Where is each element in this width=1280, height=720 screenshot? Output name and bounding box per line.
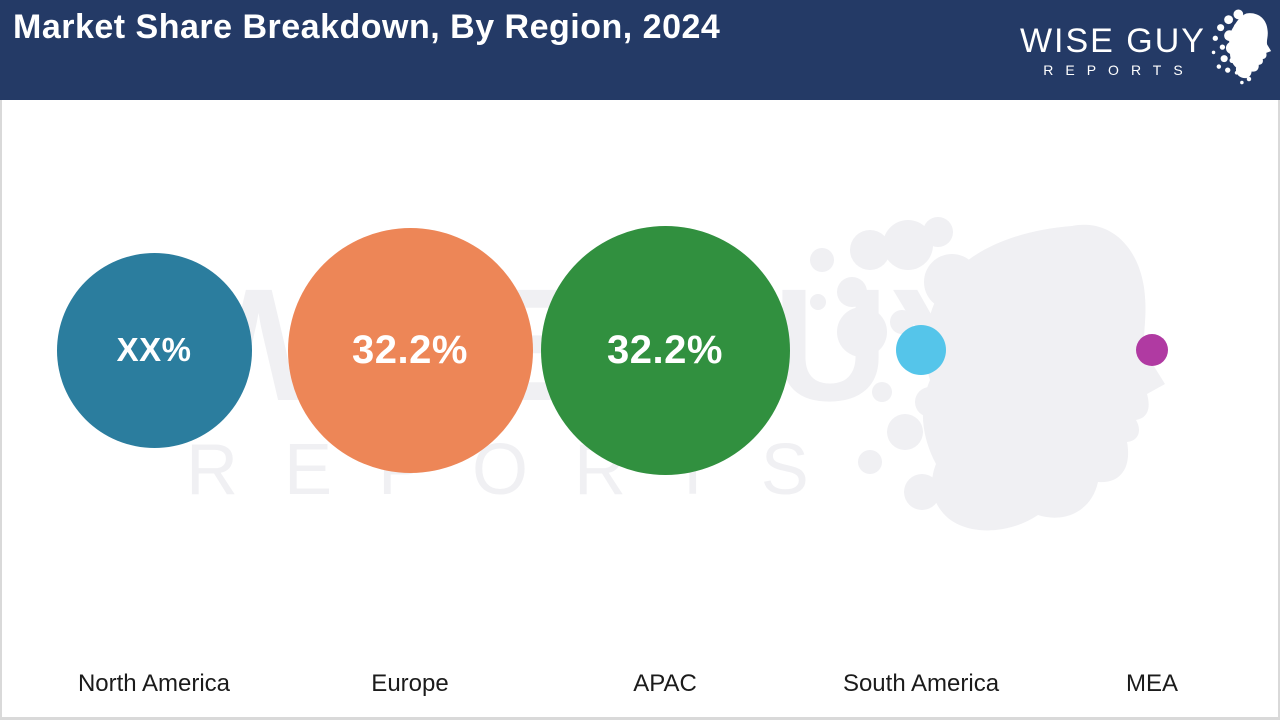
- wiseguy-logo-text: WISE GUY REPORTS: [1020, 24, 1206, 77]
- region-label-mea: MEA: [1125, 670, 1179, 697]
- bubble-mea: [1136, 334, 1168, 366]
- wiseguy-logo: WISE GUY REPORTS: [1020, 4, 1272, 96]
- bubble-south-america: [896, 325, 946, 375]
- wiseguy-head-icon: [1210, 6, 1272, 95]
- bubble-europe: 32.2%: [287, 227, 533, 473]
- logo-wordmark: WISE GUY: [1019, 21, 1206, 60]
- header-bar: Market Share Breakdown, By Region, 2024 …: [0, 0, 1280, 100]
- region-label-apac: APAC: [633, 670, 697, 697]
- page-title: Market Share Breakdown, By Region, 2024: [13, 8, 721, 46]
- bubble-apac: 32.2%: [540, 225, 790, 475]
- region-label-europe: Europe: [371, 670, 449, 697]
- bubble-value-label: 32.2%: [607, 327, 723, 372]
- region-label-north-america: North America: [77, 670, 231, 697]
- logo-subtitle: REPORTS: [1043, 61, 1195, 78]
- bubble-north-america: XX%: [56, 252, 252, 448]
- bubble-value-label: XX%: [116, 331, 192, 368]
- region-label-south-america: South America: [842, 670, 1000, 697]
- bubble-value-label: 32.2%: [352, 327, 468, 372]
